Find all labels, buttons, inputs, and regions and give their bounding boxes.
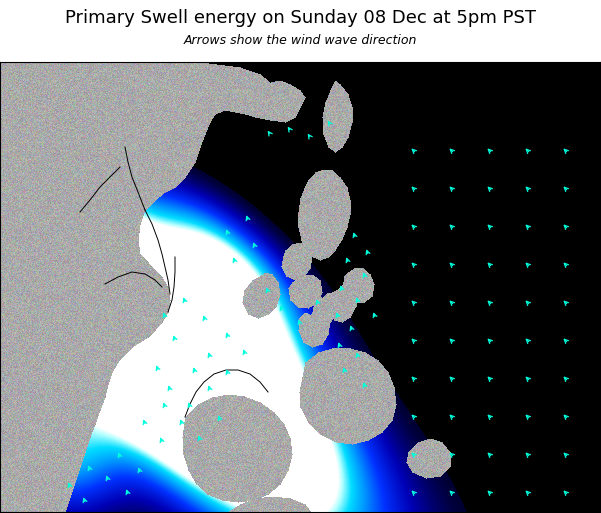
Text: Arrows show the wind wave direction: Arrows show the wind wave direction [184,33,417,47]
Text: Primary Swell energy on Sunday 08 Dec at 5pm PST: Primary Swell energy on Sunday 08 Dec at… [65,9,536,27]
